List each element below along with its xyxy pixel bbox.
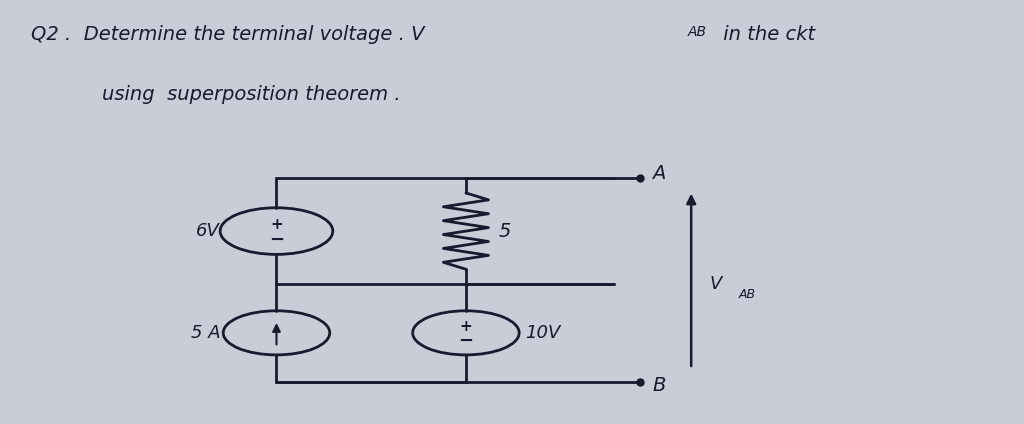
Text: using  superposition theorem .: using superposition theorem . <box>102 85 401 104</box>
Text: −: − <box>269 231 284 248</box>
Text: +: + <box>270 217 283 232</box>
Text: in the ckt: in the ckt <box>717 25 815 45</box>
Text: A: A <box>652 165 666 183</box>
Text: −: − <box>459 332 473 350</box>
Text: B: B <box>652 377 666 395</box>
Text: AB: AB <box>738 288 756 301</box>
Text: V: V <box>710 275 722 293</box>
Text: +: + <box>460 318 472 334</box>
Text: 5: 5 <box>499 222 511 240</box>
Text: 10V: 10V <box>525 324 561 342</box>
Text: 6V: 6V <box>197 222 220 240</box>
Text: Q2 .  Determine the terminal voltage . V: Q2 . Determine the terminal voltage . V <box>31 25 424 45</box>
Text: AB: AB <box>688 25 708 39</box>
Text: 5 A: 5 A <box>190 324 220 342</box>
